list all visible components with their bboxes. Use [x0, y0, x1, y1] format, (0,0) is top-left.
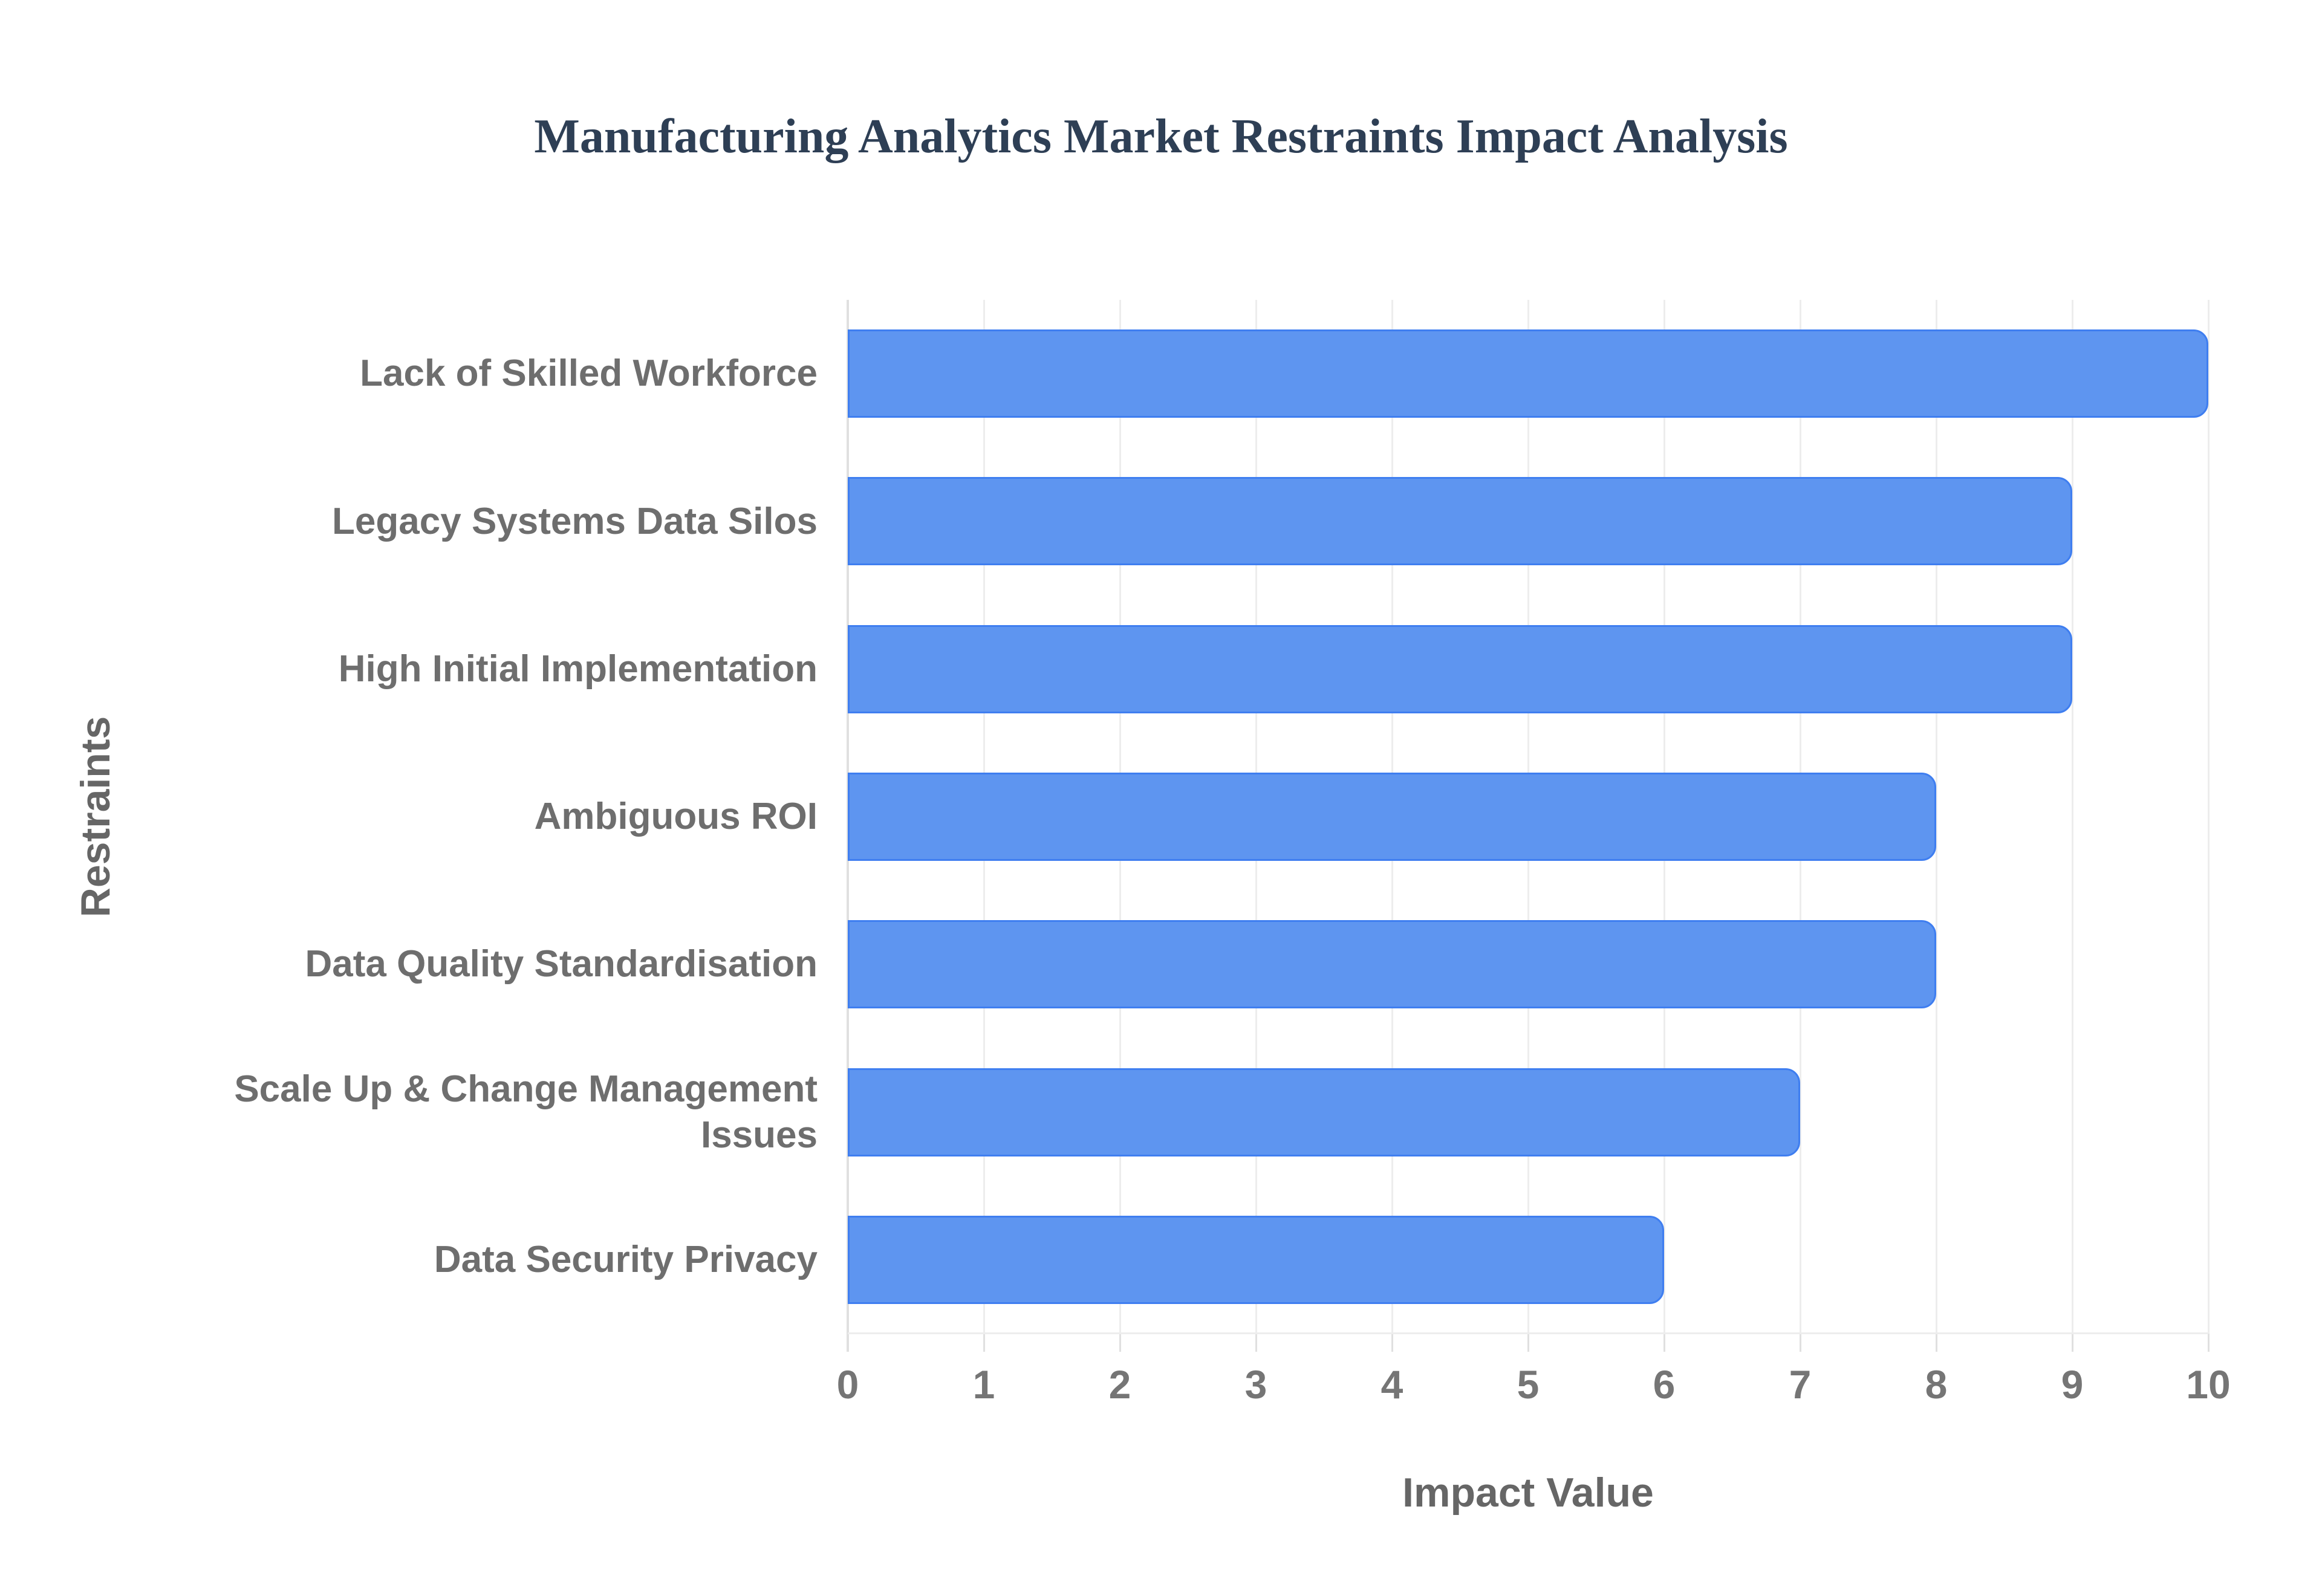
bar[interactable] — [848, 920, 1936, 1009]
x-axis-tick-mark — [1527, 1334, 1529, 1352]
x-tick-label: 7 — [1789, 1362, 1812, 1407]
bar[interactable] — [848, 477, 2072, 566]
x-axis-tick-labels: 0 1 2 3 4 5 6 7 8 9 10 — [0, 1361, 2322, 1422]
category-label: Data Quality Standardisation — [305, 943, 818, 985]
category-label: Ambiguous ROI — [534, 796, 818, 838]
x-axis-tick-mark — [1255, 1334, 1257, 1352]
x-axis-title: Impact Value — [1402, 1470, 1654, 1516]
gridline — [2207, 300, 2210, 1334]
x-tick-label: 0 — [836, 1362, 859, 1407]
category-label: Scale Up & Change Management Issues — [234, 1068, 818, 1156]
bar[interactable] — [848, 1068, 1800, 1156]
x-tick-label: 5 — [1517, 1362, 1540, 1407]
x-axis-tick-mark — [2071, 1334, 2073, 1352]
bar[interactable] — [848, 624, 2072, 713]
x-axis-tick-mark — [2207, 1334, 2210, 1352]
x-axis-tick-mark — [1391, 1334, 1393, 1352]
category-label: Lack of Skilled Workforce — [360, 352, 818, 395]
gridline — [1935, 300, 1937, 1334]
x-tick-label: 3 — [1244, 1362, 1267, 1407]
x-axis-tick-mark — [1663, 1334, 1665, 1352]
x-tick-label: 2 — [1108, 1362, 1131, 1407]
x-tick-label: 6 — [1653, 1362, 1676, 1407]
bar[interactable] — [848, 329, 2208, 418]
x-axis-tick-mark — [1935, 1334, 1937, 1352]
x-axis-tick-mark — [1799, 1334, 1801, 1352]
bar[interactable] — [848, 773, 1936, 861]
x-tick-label: 10 — [2186, 1362, 2231, 1407]
category-label: Data Security Privacy — [434, 1239, 818, 1281]
bar[interactable] — [848, 1215, 1664, 1304]
x-axis-tick-mark — [983, 1334, 985, 1352]
gridline — [2071, 300, 2073, 1334]
x-tick-label: 1 — [972, 1362, 995, 1407]
x-tick-label: 8 — [1925, 1362, 1948, 1407]
x-axis-tick-mark — [1119, 1334, 1121, 1352]
category-axis-labels: Lack of Skilled Workforce Legacy Systems … — [145, 300, 818, 1334]
plot-area — [847, 300, 2210, 1352]
x-tick-label: 4 — [1381, 1362, 1403, 1407]
x-axis-baseline — [848, 1332, 2208, 1334]
chart-title: Manufacturing Analytics Market Restraint… — [534, 110, 1788, 163]
category-label: High Initial Implementation — [338, 647, 818, 690]
x-tick-label: 9 — [2061, 1362, 2084, 1407]
category-label: Legacy Systems Data Silos — [332, 500, 818, 542]
y-axis-title: Restraints — [73, 716, 119, 918]
